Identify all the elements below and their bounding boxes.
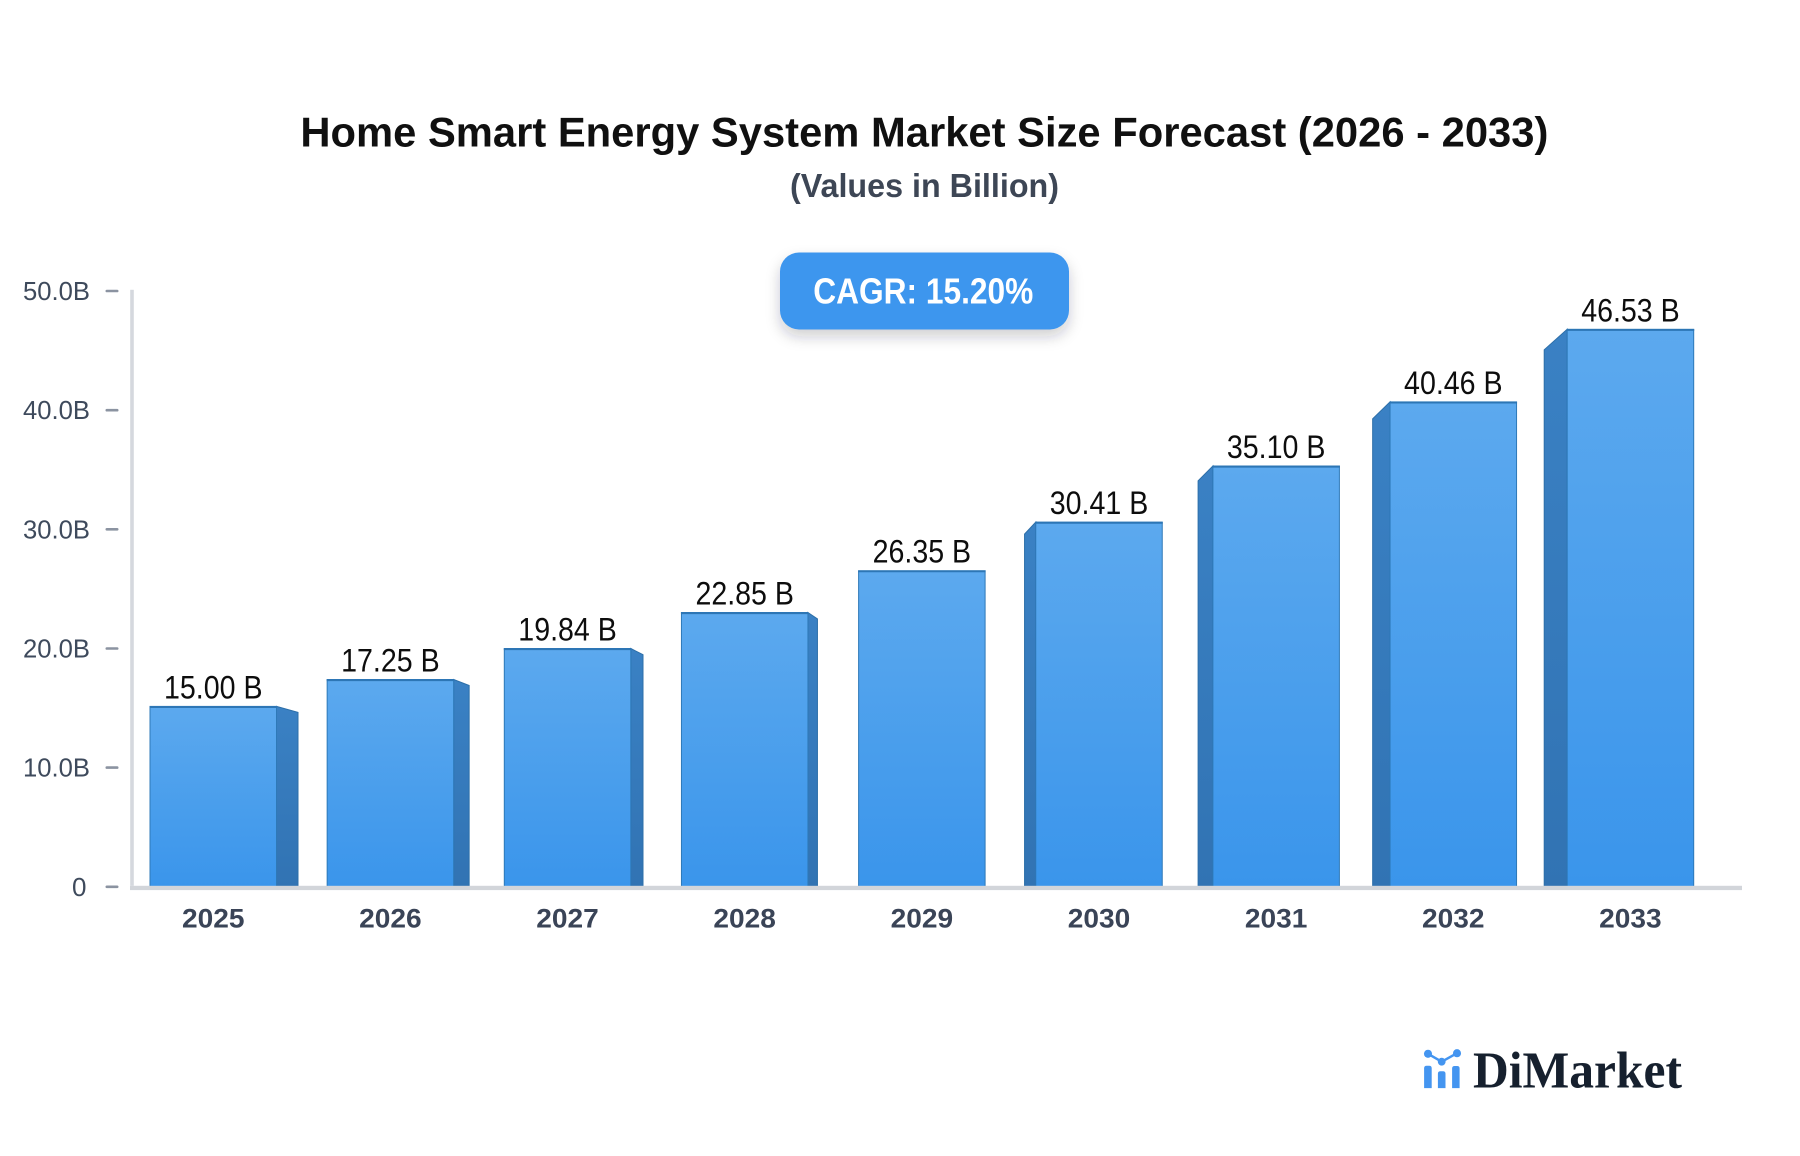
svg-text:(Values in Billion): (Values in Billion) — [790, 167, 1059, 204]
svg-text:40.0B: 40.0B — [23, 395, 90, 425]
svg-text:20.0B: 20.0B — [23, 634, 90, 664]
svg-text:30.0B: 30.0B — [23, 514, 90, 544]
svg-text:Home Smart Energy System Marke: Home Smart Energy System Market Size For… — [300, 109, 1548, 156]
svg-text:19.84 B: 19.84 B — [518, 612, 617, 648]
svg-text:2029: 2029 — [891, 903, 954, 933]
svg-text:2025: 2025 — [182, 903, 245, 933]
svg-text:2032: 2032 — [1422, 903, 1485, 933]
svg-text:2026: 2026 — [359, 903, 422, 933]
svg-text:15.00 B: 15.00 B — [164, 669, 263, 705]
svg-text:2028: 2028 — [713, 903, 776, 933]
svg-text:10.0B: 10.0B — [23, 753, 90, 783]
svg-text:2030: 2030 — [1068, 903, 1131, 933]
svg-text:0: 0 — [72, 872, 86, 902]
svg-text:30.41 B: 30.41 B — [1050, 485, 1149, 521]
svg-text:22.85 B: 22.85 B — [695, 576, 794, 612]
svg-text:17.25 B: 17.25 B — [341, 643, 440, 679]
svg-text:26.35 B: 26.35 B — [873, 534, 972, 570]
svg-text:35.10 B: 35.10 B — [1227, 429, 1326, 465]
svg-text:DiMarket: DiMarket — [1473, 1043, 1683, 1100]
svg-text:50.0B: 50.0B — [23, 276, 90, 306]
svg-text:40.46 B: 40.46 B — [1404, 365, 1503, 401]
svg-text:CAGR: 15.20%: CAGR: 15.20% — [813, 270, 1033, 311]
svg-text:2033: 2033 — [1599, 903, 1662, 933]
svg-text:46.53 B: 46.53 B — [1581, 292, 1680, 328]
svg-text:2031: 2031 — [1245, 903, 1308, 933]
svg-text:2027: 2027 — [536, 903, 599, 933]
